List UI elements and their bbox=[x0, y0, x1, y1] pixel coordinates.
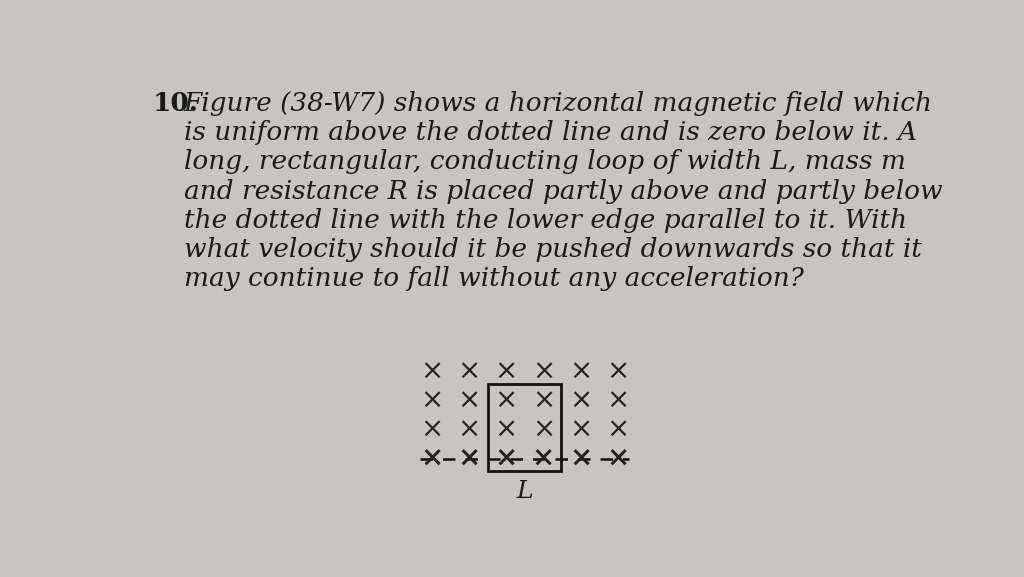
Text: ×: × bbox=[606, 445, 630, 473]
Text: ×: × bbox=[531, 358, 555, 385]
Text: ×: × bbox=[569, 445, 592, 473]
Text: ×: × bbox=[420, 358, 443, 385]
Text: ×: × bbox=[495, 445, 518, 473]
Text: ×: × bbox=[458, 416, 480, 443]
Text: ×: × bbox=[531, 445, 555, 473]
Text: ×: × bbox=[420, 416, 443, 443]
Text: ×: × bbox=[606, 358, 630, 385]
Text: is uniform above the dotted line and is zero below it. A: is uniform above the dotted line and is … bbox=[183, 120, 916, 145]
Text: and resistance R is placed partly above and partly below: and resistance R is placed partly above … bbox=[183, 178, 942, 204]
Bar bbox=[488, 384, 561, 471]
Text: long, rectangular, conducting loop of width L, mass m: long, rectangular, conducting loop of wi… bbox=[183, 149, 905, 174]
Text: ×: × bbox=[606, 387, 630, 414]
Text: ×: × bbox=[458, 387, 480, 414]
Text: ×: × bbox=[458, 358, 480, 385]
Text: what velocity should it be pushed downwards so that it: what velocity should it be pushed downwa… bbox=[183, 237, 922, 262]
Text: Figure (38-W7) shows a horizontal magnetic field which: Figure (38-W7) shows a horizontal magnet… bbox=[183, 91, 933, 116]
Text: the dotted line with the lower edge parallel to it. With: the dotted line with the lower edge para… bbox=[183, 208, 907, 233]
Text: ×: × bbox=[531, 387, 555, 414]
Text: may continue to fall without any acceleration?: may continue to fall without any acceler… bbox=[183, 267, 804, 291]
Text: 10.: 10. bbox=[153, 91, 199, 116]
Text: ×: × bbox=[531, 416, 555, 443]
Text: ×: × bbox=[606, 416, 630, 443]
Text: ×: × bbox=[495, 416, 518, 443]
Text: ×: × bbox=[495, 387, 518, 414]
Text: ×: × bbox=[495, 358, 518, 385]
Text: L: L bbox=[516, 481, 534, 503]
Text: ×: × bbox=[458, 445, 480, 473]
Text: ×: × bbox=[569, 416, 592, 443]
Text: ×: × bbox=[420, 445, 443, 473]
Text: ×: × bbox=[569, 358, 592, 385]
Text: ×: × bbox=[569, 387, 592, 414]
Text: ×: × bbox=[420, 387, 443, 414]
